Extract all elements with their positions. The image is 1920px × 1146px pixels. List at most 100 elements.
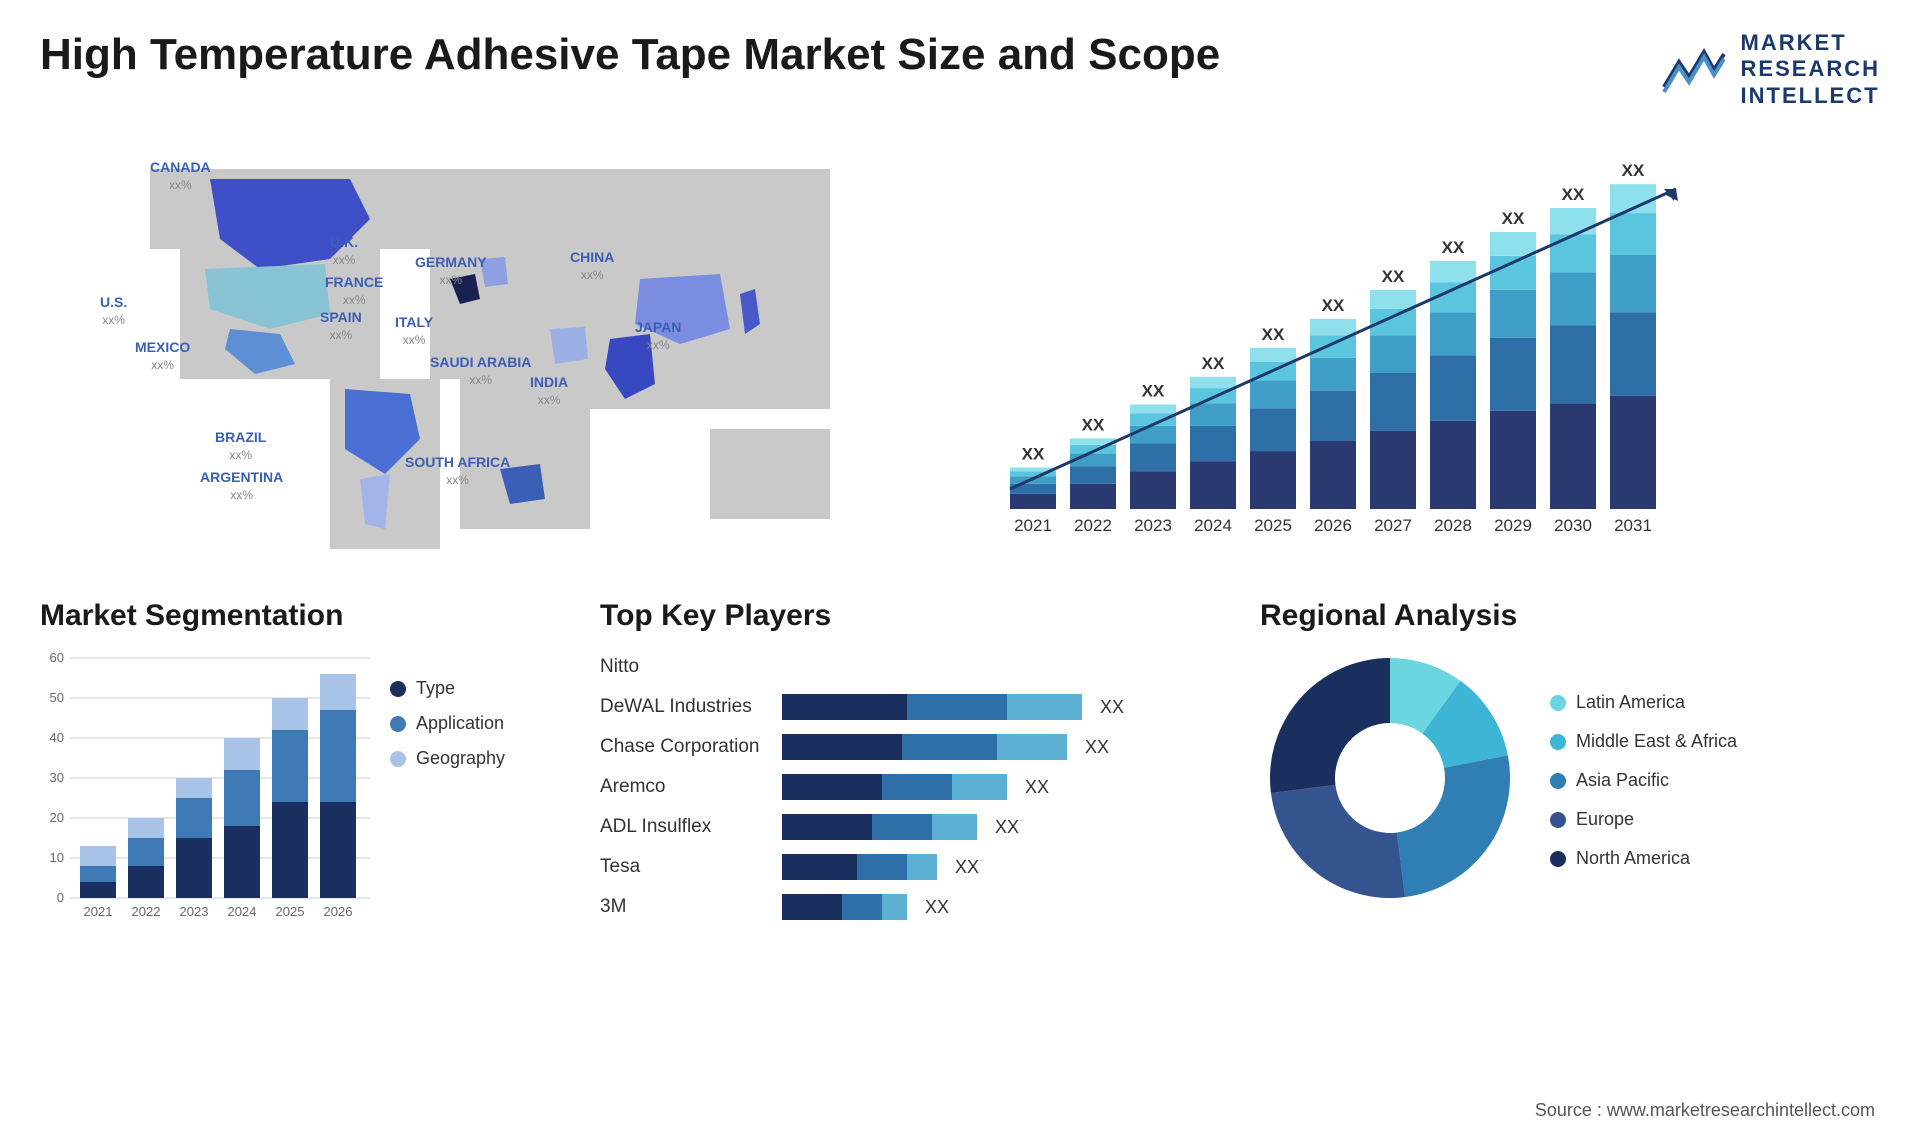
world-map-panel: CANADAxx%U.S.xx%MEXICOxx%BRAZILxx%ARGENT… [40, 129, 940, 559]
svg-text:XX: XX [1442, 238, 1465, 257]
map-label-germany: GERMANYxx% [415, 254, 487, 288]
key-players-title: Top Key Players [600, 599, 1220, 633]
player-name: 3M [600, 896, 770, 918]
player-name: DeWAL Industries [600, 696, 770, 718]
svg-text:2030: 2030 [1554, 516, 1592, 535]
svg-text:2027: 2027 [1374, 516, 1412, 535]
seg-legend-type: Type [390, 678, 505, 699]
growth-chart-panel: XX2021XX2022XX2023XX2024XX2025XX2026XX20… [980, 129, 1880, 559]
player-bar-seg [902, 734, 997, 760]
player-bar-seg [1007, 694, 1082, 720]
regional-legend-asia-pacific: Asia Pacific [1550, 770, 1737, 791]
segmentation-svg: 0102030405060202120222023202420252026 [40, 648, 370, 928]
svg-text:0: 0 [57, 890, 64, 905]
map-label-japan: JAPANxx% [635, 319, 681, 353]
logo-text-2: RESEARCH [1741, 56, 1880, 82]
player-bar-seg [782, 894, 842, 920]
svg-text:XX: XX [1022, 445, 1045, 464]
svg-text:2022: 2022 [1074, 516, 1112, 535]
player-row-dewal-industries: DeWAL IndustriesXX [600, 688, 1220, 726]
player-value: XX [1085, 737, 1109, 758]
svg-text:2025: 2025 [276, 904, 305, 919]
player-row-nitto: Nitto [600, 648, 1220, 686]
svg-text:XX: XX [1082, 416, 1105, 435]
regional-panel: Regional Analysis Latin AmericaMiddle Ea… [1260, 599, 1880, 933]
svg-text:2024: 2024 [228, 904, 257, 919]
player-name: ADL Insulflex [600, 816, 770, 838]
svg-text:XX: XX [1502, 209, 1525, 228]
seg-legend-geography: Geography [390, 748, 505, 769]
map-label-saudi-arabia: SAUDI ARABIAxx% [430, 354, 531, 388]
player-bar-seg [782, 694, 907, 720]
legend-dot [390, 751, 406, 767]
svg-text:XX: XX [1382, 267, 1405, 286]
player-row-aremco: Aremco XX [600, 768, 1220, 806]
player-bar-seg [932, 814, 977, 840]
svg-text:10: 10 [50, 850, 64, 865]
svg-text:40: 40 [50, 730, 64, 745]
map-label-spain: SPAINxx% [320, 309, 362, 343]
map-label-france: FRANCExx% [325, 274, 383, 308]
player-bar [782, 774, 1007, 800]
map-label-brazil: BRAZILxx% [215, 429, 266, 463]
map-label-mexico: MEXICOxx% [135, 339, 190, 373]
legend-label: Type [416, 678, 455, 699]
svg-text:2026: 2026 [1314, 516, 1352, 535]
segmentation-title: Market Segmentation [40, 599, 560, 633]
svg-text:XX: XX [1262, 325, 1285, 344]
legend-dot [1550, 695, 1566, 711]
player-bar-seg [872, 814, 932, 840]
player-name: Chase Corporation [600, 736, 770, 758]
legend-dot [390, 681, 406, 697]
player-bar-seg [857, 854, 907, 880]
legend-label: Middle East & Africa [1576, 731, 1737, 752]
svg-text:XX: XX [1622, 161, 1645, 180]
svg-text:50: 50 [50, 690, 64, 705]
player-bar-seg [952, 774, 1007, 800]
player-row-chase-corporation: Chase Corporation XX [600, 728, 1220, 766]
logo-text-1: MARKET [1741, 30, 1880, 56]
player-bar-seg [882, 894, 907, 920]
player-row-adl-insulflex: ADL Insulflex XX [600, 808, 1220, 846]
player-bar-seg [782, 734, 902, 760]
segmentation-chart: 0102030405060202120222023202420252026 [40, 648, 370, 933]
legend-label: Latin America [1576, 692, 1685, 713]
player-bar [782, 854, 937, 880]
map-label-u.k.: U.K.xx% [330, 234, 358, 268]
player-name: Aremco [600, 776, 770, 798]
player-bar-seg [842, 894, 882, 920]
legend-label: Asia Pacific [1576, 770, 1669, 791]
legend-dot [1550, 812, 1566, 828]
map-label-south-africa: SOUTH AFRICAxx% [405, 454, 510, 488]
svg-text:2022: 2022 [132, 904, 161, 919]
map-label-italy: ITALYxx% [395, 314, 433, 348]
svg-text:2031: 2031 [1614, 516, 1652, 535]
svg-text:30: 30 [50, 770, 64, 785]
key-players-list: NittoDeWAL IndustriesXXChase Corporation… [600, 648, 1220, 926]
svg-text:2026: 2026 [324, 904, 353, 919]
legend-dot [390, 716, 406, 732]
regional-legend: Latin America Middle East & Africa Asia Pa… [1550, 692, 1737, 869]
player-bar [782, 814, 977, 840]
player-value: XX [925, 897, 949, 918]
player-value: XX [955, 857, 979, 878]
svg-text:2025: 2025 [1254, 516, 1292, 535]
map-label-u.s.: U.S.xx% [100, 294, 127, 328]
player-bar [782, 894, 907, 920]
svg-text:XX: XX [1202, 354, 1225, 373]
player-bar-seg [907, 694, 1007, 720]
map-label-canada: CANADAxx% [150, 159, 211, 193]
svg-text:2023: 2023 [1134, 516, 1172, 535]
svg-text:60: 60 [50, 650, 64, 665]
player-bar [782, 694, 1082, 720]
player-value: XX [995, 817, 1019, 838]
player-bar-seg [907, 854, 937, 880]
legend-dot [1550, 851, 1566, 867]
player-bar-seg [782, 854, 857, 880]
legend-dot [1550, 734, 1566, 750]
svg-text:2021: 2021 [84, 904, 113, 919]
player-bar-seg [882, 774, 952, 800]
player-value: XX [1025, 777, 1049, 798]
segmentation-panel: Market Segmentation 01020304050602021202… [40, 599, 560, 933]
legend-label: Europe [1576, 809, 1634, 830]
